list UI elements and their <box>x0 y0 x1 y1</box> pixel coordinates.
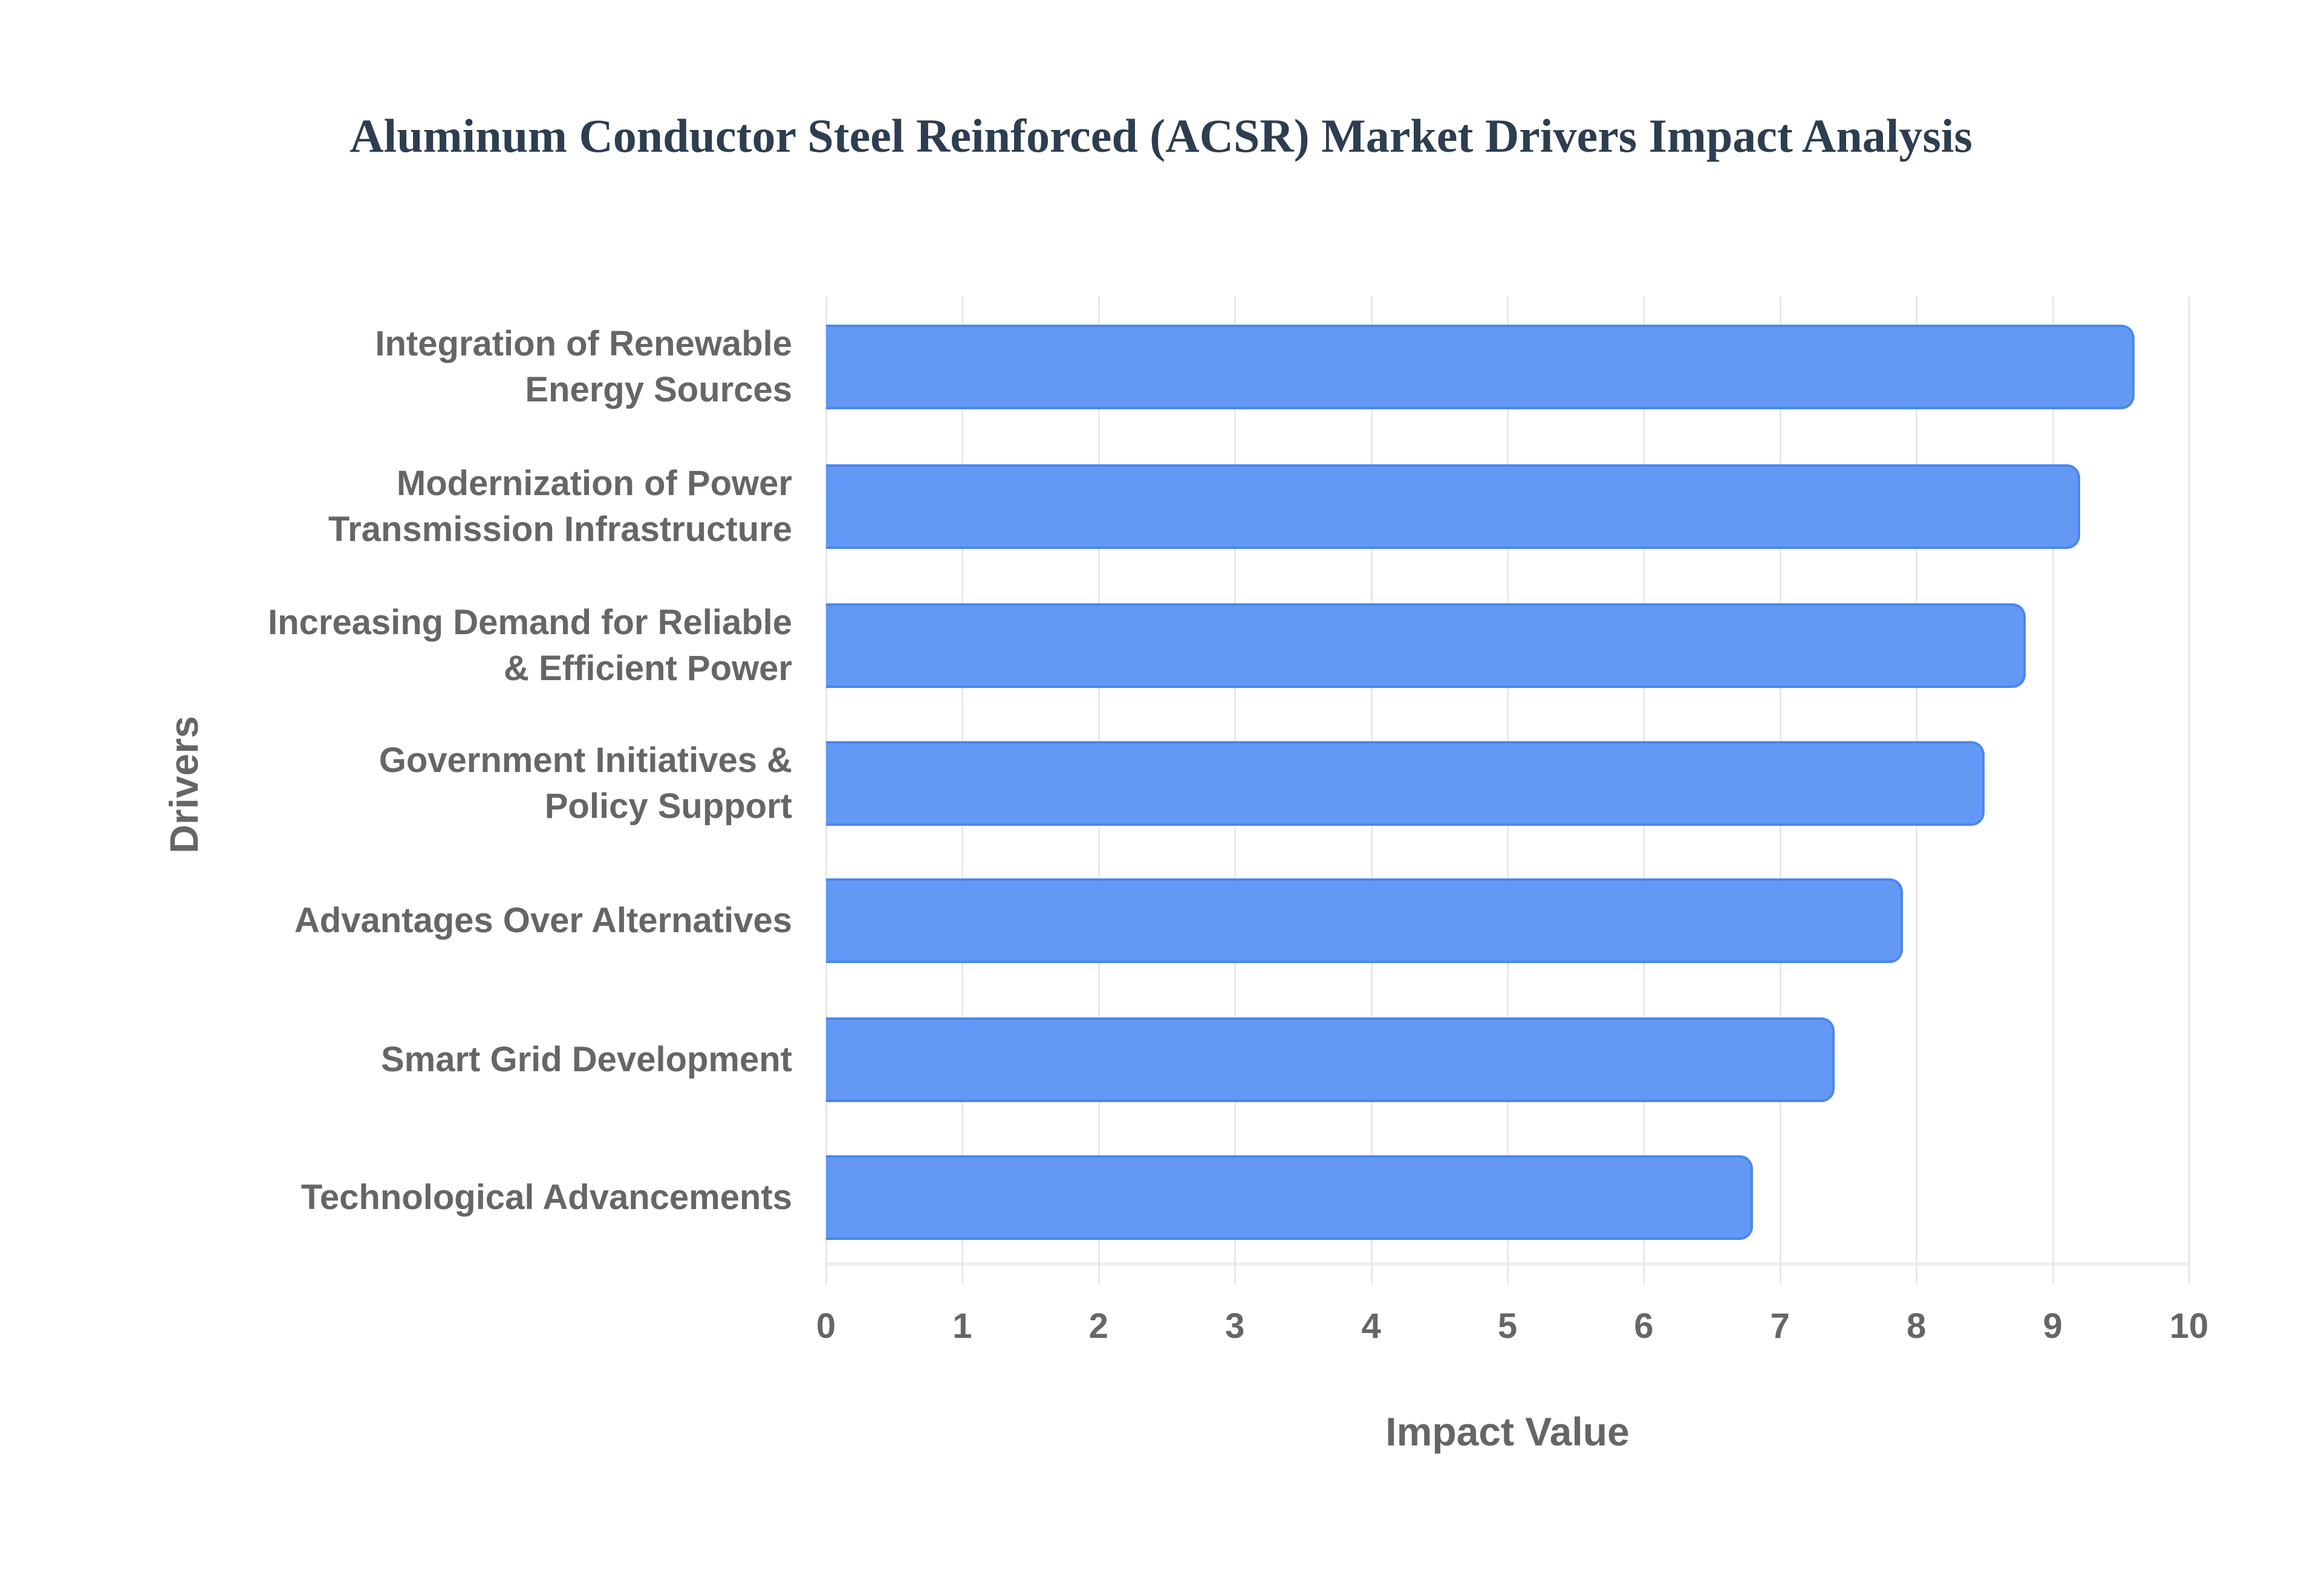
chart-title: Aluminum Conductor Steel Reinforced (ACS… <box>350 109 1972 162</box>
x-tick-label: 4 <box>1361 1306 1381 1346</box>
gridline <box>2052 296 2054 1284</box>
bar[interactable] <box>826 1155 1753 1241</box>
y-tick-label: Advantages Over Alternatives <box>294 901 792 941</box>
x-tick-label: 7 <box>1770 1306 1790 1346</box>
x-tick-label: 6 <box>1634 1306 1654 1346</box>
x-tick-label: 2 <box>1088 1306 1108 1346</box>
bar[interactable] <box>826 741 1985 826</box>
x-tick-label: 8 <box>1907 1306 1927 1346</box>
x-tick-label: 10 <box>2169 1306 2209 1346</box>
x-axis-title: Impact Value <box>1385 1409 1630 1454</box>
y-tick-label: Increasing Demand for Reliable & Efficie… <box>267 602 792 688</box>
bar[interactable] <box>826 878 1903 964</box>
x-tick-label: 3 <box>1225 1306 1245 1346</box>
x-tick-label: 5 <box>1497 1306 1518 1346</box>
plot-area <box>825 296 2190 1284</box>
y-tick-label: Smart Grid Development <box>380 1040 792 1080</box>
y-tick-label: Integration of Renewable Energy Sources <box>375 324 792 410</box>
x-tick-label: 9 <box>2043 1306 2063 1346</box>
bar[interactable] <box>826 1017 1835 1103</box>
gridline <box>2188 296 2190 1284</box>
bar[interactable] <box>826 325 2135 410</box>
x-tick-label: 1 <box>952 1306 972 1346</box>
y-tick-label: Government Initiatives & Policy Support <box>379 740 792 826</box>
bar[interactable] <box>826 464 2080 549</box>
y-tick-label: Technological Advancements <box>301 1178 792 1218</box>
y-tick-label: Modernization of Power Transmission Infr… <box>328 463 792 549</box>
bar[interactable] <box>826 603 2026 688</box>
x-tick-label: 0 <box>816 1306 836 1346</box>
